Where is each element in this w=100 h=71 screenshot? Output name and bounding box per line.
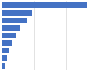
Bar [2,63,5,69]
Bar [2,2,87,8]
Bar [2,25,20,31]
Bar [2,33,16,38]
Bar [2,40,12,46]
Bar [2,48,9,53]
Bar [2,10,32,16]
Bar [2,55,7,61]
Bar [2,18,27,23]
